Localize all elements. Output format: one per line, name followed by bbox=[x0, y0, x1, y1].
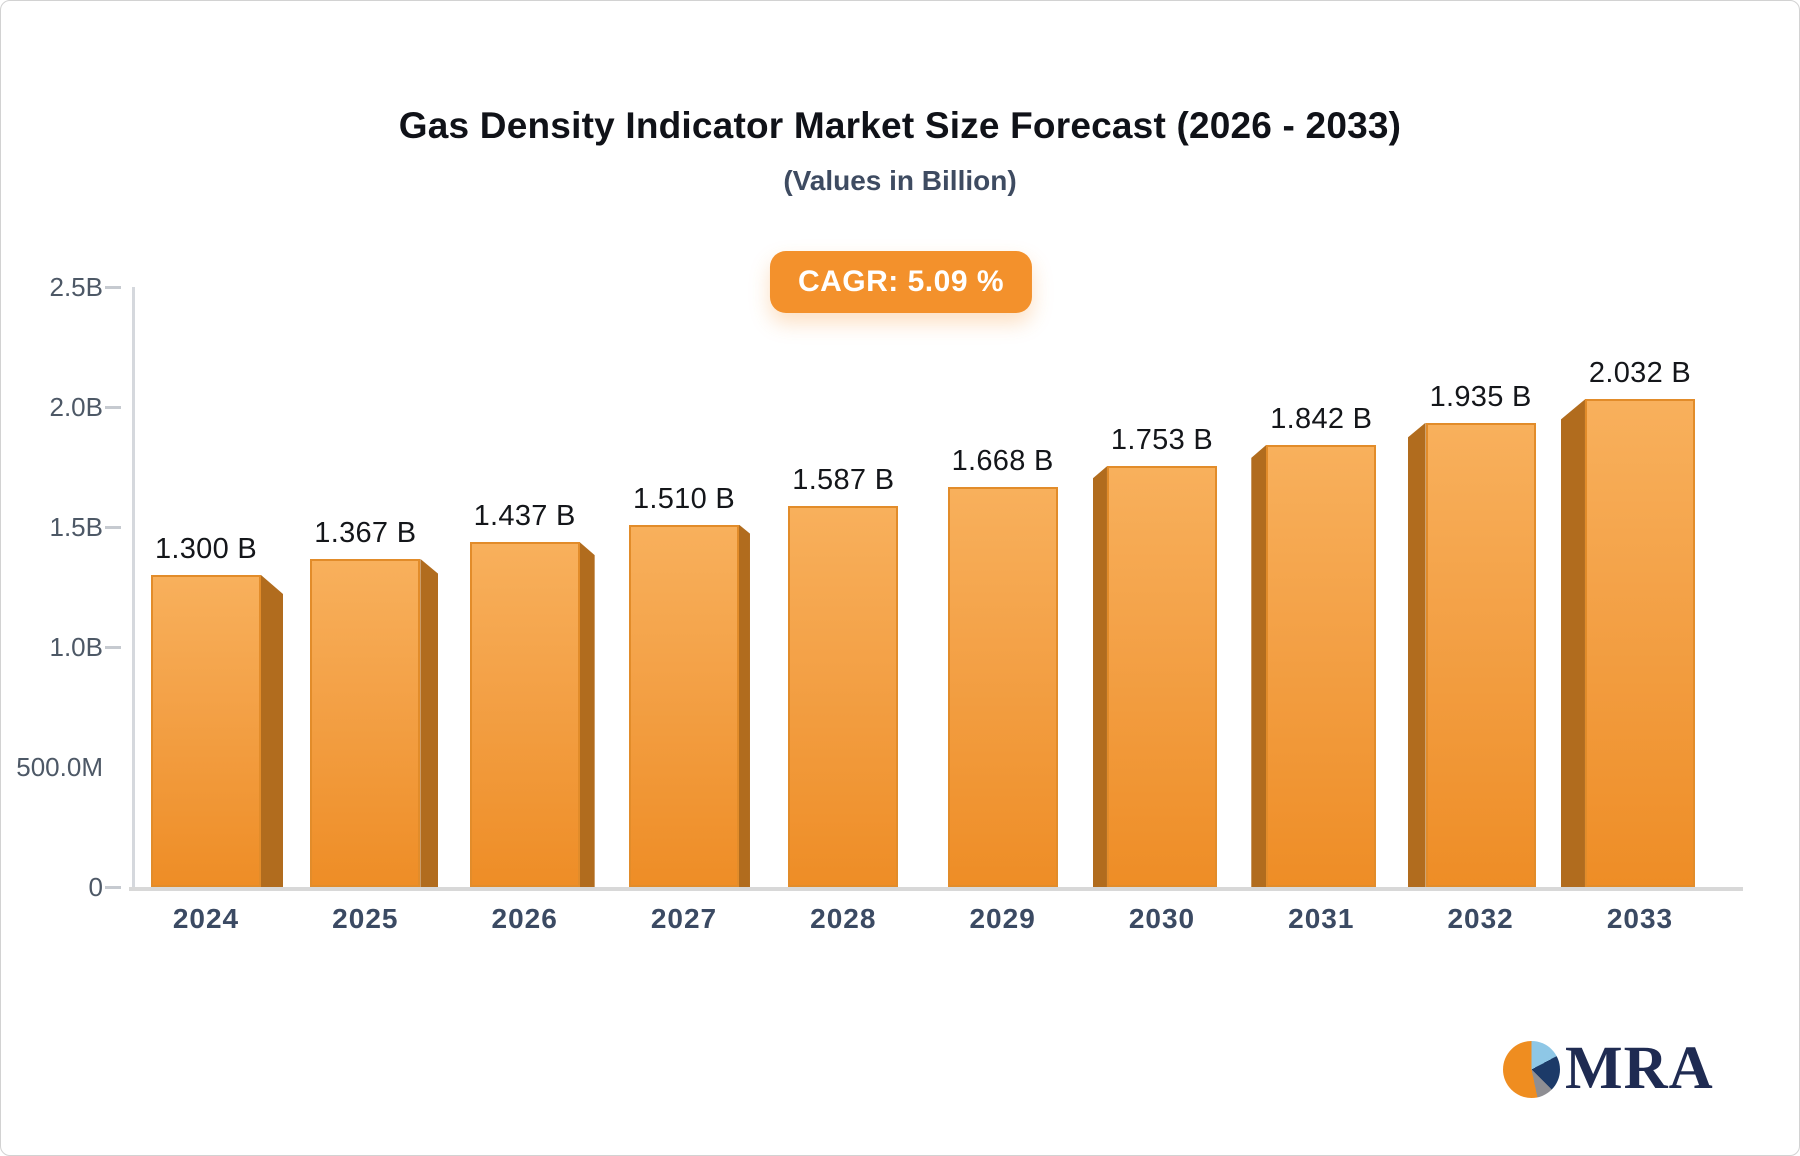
bar-value-label: 2.032 B bbox=[1588, 357, 1691, 390]
chart-title: Gas Density Indicator Market Size Foreca… bbox=[398, 105, 1402, 146]
y-axis-label: 1.5B bbox=[49, 512, 104, 542]
bar-side-face bbox=[1092, 466, 1107, 887]
bar-side-face bbox=[738, 524, 750, 887]
bar bbox=[1425, 422, 1536, 887]
x-axis-label: 2028 bbox=[810, 903, 877, 934]
x-axis-label: 2027 bbox=[650, 903, 718, 934]
y-axis-tick bbox=[105, 406, 121, 409]
x-axis-label: 2025 bbox=[332, 903, 399, 934]
bar bbox=[151, 575, 261, 887]
x-axis-label: 2024 bbox=[172, 903, 240, 934]
bar bbox=[1584, 399, 1695, 887]
bar-side-face bbox=[1560, 399, 1585, 887]
x-axis-label: 2031 bbox=[1288, 903, 1355, 934]
bar-value-label: 1.437 B bbox=[473, 500, 576, 533]
bar bbox=[628, 524, 739, 887]
brand-logo: MRA bbox=[1503, 1037, 1714, 1101]
x-axis-label: 2026 bbox=[491, 903, 558, 934]
y-axis-label: 500.0M bbox=[16, 752, 103, 782]
y-axis-line bbox=[132, 287, 135, 891]
y-axis-tick bbox=[105, 286, 121, 289]
cagr-badge-label: CAGR: 5.09 % bbox=[797, 265, 1005, 298]
cagr-badge: CAGR: 5.09 % bbox=[769, 251, 1033, 313]
pie-chart-icon bbox=[1503, 1040, 1560, 1098]
bar bbox=[788, 506, 899, 887]
y-axis-tick bbox=[105, 886, 121, 889]
x-axis-label: 2032 bbox=[1447, 903, 1514, 934]
y-axis-label: 2.5B bbox=[49, 272, 104, 302]
x-axis-label: 2030 bbox=[1128, 903, 1196, 934]
bar-value-label: 1.935 B bbox=[1429, 380, 1532, 413]
bar-value-label: 1.300 B bbox=[154, 533, 258, 565]
brand-logo-text: MRA bbox=[1565, 1035, 1714, 1102]
bar-side-face bbox=[1407, 422, 1426, 887]
bar-value-label: 1.842 B bbox=[1270, 402, 1373, 435]
y-axis-tick bbox=[105, 526, 121, 529]
y-axis-label: 1.0B bbox=[49, 632, 104, 662]
y-axis-label: 0 bbox=[88, 872, 103, 902]
bar bbox=[1106, 466, 1217, 887]
bar-value-label: 1.510 B bbox=[632, 482, 736, 515]
bar bbox=[947, 486, 1058, 887]
x-axis-label: 2029 bbox=[969, 903, 1036, 934]
y-axis-label: 2.0B bbox=[49, 392, 104, 422]
bar-side-face bbox=[579, 542, 595, 887]
bar-side-face bbox=[1251, 444, 1267, 887]
y-axis-tick bbox=[105, 646, 121, 649]
bar bbox=[310, 558, 421, 887]
x-axis-label: 2033 bbox=[1606, 903, 1674, 934]
bar-side-face bbox=[261, 575, 283, 887]
bar-value-label: 1.753 B bbox=[1110, 424, 1213, 457]
chart-subtitle: (Values in Billion) bbox=[783, 165, 1017, 196]
bar bbox=[1266, 444, 1377, 887]
bar-value-label: 1.668 B bbox=[951, 444, 1054, 477]
bar-value-label: 1.587 B bbox=[792, 464, 895, 497]
x-axis-line bbox=[129, 887, 1743, 891]
bar-side-face bbox=[420, 558, 439, 887]
bar-value-label: 1.367 B bbox=[314, 516, 417, 549]
bar bbox=[469, 542, 580, 887]
